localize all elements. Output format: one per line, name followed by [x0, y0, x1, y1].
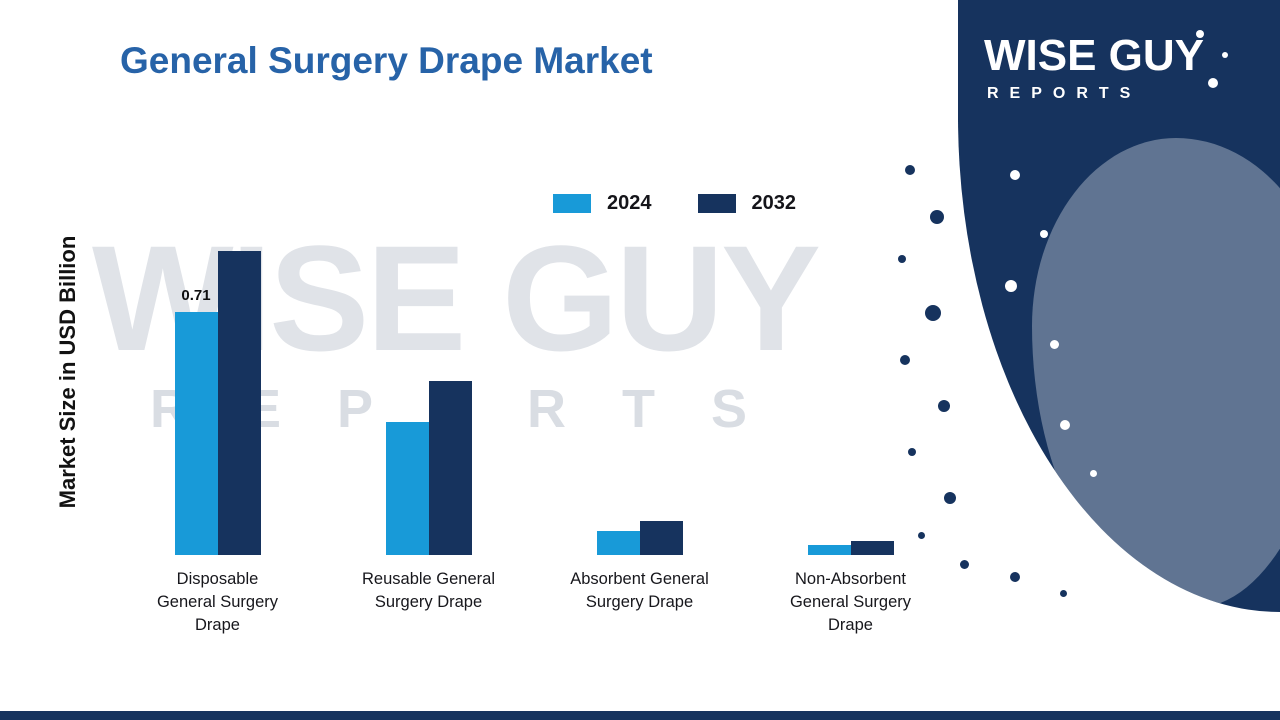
face-silhouette: [1032, 138, 1280, 608]
decor-dot: [938, 400, 950, 412]
bar-2032-3: [639, 521, 683, 555]
decor-dot: [898, 255, 906, 263]
brand-name: WISE GUY: [984, 31, 1205, 80]
bar-group: Absorbent General Surgery Drape: [534, 213, 745, 611]
bar-value-label: 0.71: [181, 287, 211, 304]
decor-dot: [960, 560, 969, 569]
decor-dot: [1005, 280, 1017, 292]
decor-dot: [1010, 572, 1020, 582]
bars: [596, 521, 683, 555]
decor-dot: [930, 210, 944, 224]
brand-logo: WISE GUY REPORTS: [984, 34, 1204, 103]
bar-group: Reusable General Surgery Drape: [323, 213, 534, 611]
legend: 2024 2032: [553, 192, 796, 215]
brand-panel: WISE GUY REPORTS: [958, 0, 1280, 612]
brand-subtitle: REPORTS: [987, 85, 1142, 102]
decor-dot: [1040, 230, 1048, 238]
decor-dot: [1050, 340, 1059, 349]
decor-dot: [1060, 420, 1070, 430]
decor-dot: [1090, 470, 1097, 477]
bar-2024-4: [807, 545, 851, 555]
decor-dot: [1208, 78, 1218, 88]
category-label: Disposable General Surgery Drape: [156, 570, 279, 634]
decor-dot: [908, 448, 916, 456]
decor-dot: [944, 492, 956, 504]
bars: 0.71: [174, 251, 261, 555]
decor-dot: [1060, 590, 1067, 597]
y-axis-label: Market Size in USD Billion: [55, 235, 80, 509]
decor-dot: [900, 355, 910, 365]
decor-dot: [925, 305, 941, 321]
bars: [807, 541, 894, 555]
legend-item-2032: 2032: [697, 192, 797, 215]
decor-dot: [1010, 170, 1020, 180]
bar-2032-4: [850, 541, 894, 555]
decor-dot: [918, 532, 925, 539]
bar-2032-2: [428, 381, 472, 555]
bar-2032-1: [217, 251, 261, 555]
legend-label: 2032: [751, 192, 797, 214]
legend-label: 2024: [607, 192, 652, 214]
bar-2024-1: 0.71: [174, 287, 218, 555]
bar-2024-3: [596, 531, 640, 555]
page-title: General Surgery Drape Market: [120, 40, 653, 81]
footer-bar: [0, 711, 1280, 720]
legend-swatch: [697, 194, 736, 213]
decor-dot: [1222, 52, 1228, 58]
decor-dot: [905, 165, 915, 175]
category-label: Non-Absorbent General Surgery Drape: [789, 570, 912, 634]
legend-item-2024: 2024: [553, 192, 652, 215]
bars: [385, 381, 472, 555]
bar-group: Non-Absorbent General Surgery Drape: [745, 213, 956, 634]
decor-dot: [1196, 30, 1204, 38]
plot-area: 0.71 Disposable General Surgery Drape Reus…: [112, 213, 956, 634]
bar-group: 0.71 Disposable General Surgery Drape: [112, 213, 323, 634]
legend-swatch: [553, 194, 591, 213]
category-label: Reusable General Surgery Drape: [362, 570, 495, 611]
bar-2024-2: [385, 422, 429, 555]
category-label: Absorbent General Surgery Drape: [570, 570, 709, 611]
